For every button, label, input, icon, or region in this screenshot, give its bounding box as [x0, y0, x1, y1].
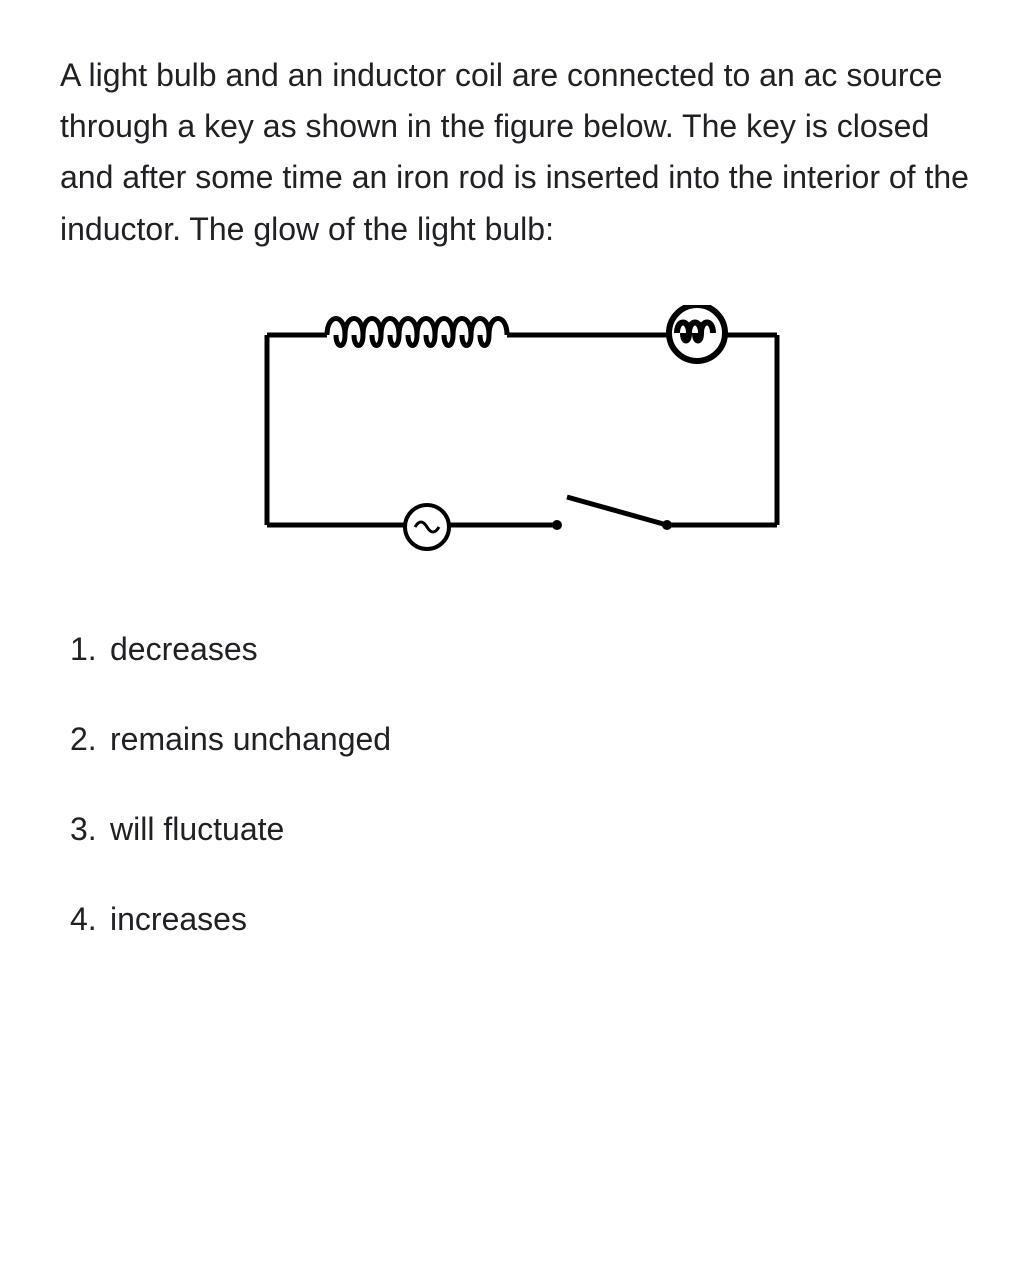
- option-text: increases: [110, 895, 247, 943]
- switch-key-icon: [552, 497, 672, 530]
- options-list: 1. decreases 2. remains unchanged 3. wil…: [60, 625, 974, 943]
- ac-source-icon: [405, 505, 449, 549]
- option-number: 1.: [70, 625, 110, 673]
- option-number: 2.: [70, 715, 110, 763]
- option-number: 3.: [70, 805, 110, 853]
- option-text: decreases: [110, 625, 258, 673]
- option-number: 4.: [70, 895, 110, 943]
- option-text: remains unchanged: [110, 715, 391, 763]
- option-text: will fluctuate: [110, 805, 284, 853]
- option-1[interactable]: 1. decreases: [70, 625, 974, 673]
- option-2[interactable]: 2. remains unchanged: [70, 715, 974, 763]
- circuit-diagram: [237, 305, 797, 565]
- bulb-icon: [669, 305, 725, 361]
- inductor-icon: [327, 318, 507, 345]
- question-text: A light bulb and an inductor coil are co…: [60, 50, 974, 255]
- option-3[interactable]: 3. will fluctuate: [70, 805, 974, 853]
- option-4[interactable]: 4. increases: [70, 895, 974, 943]
- circuit-diagram-container: [60, 305, 974, 565]
